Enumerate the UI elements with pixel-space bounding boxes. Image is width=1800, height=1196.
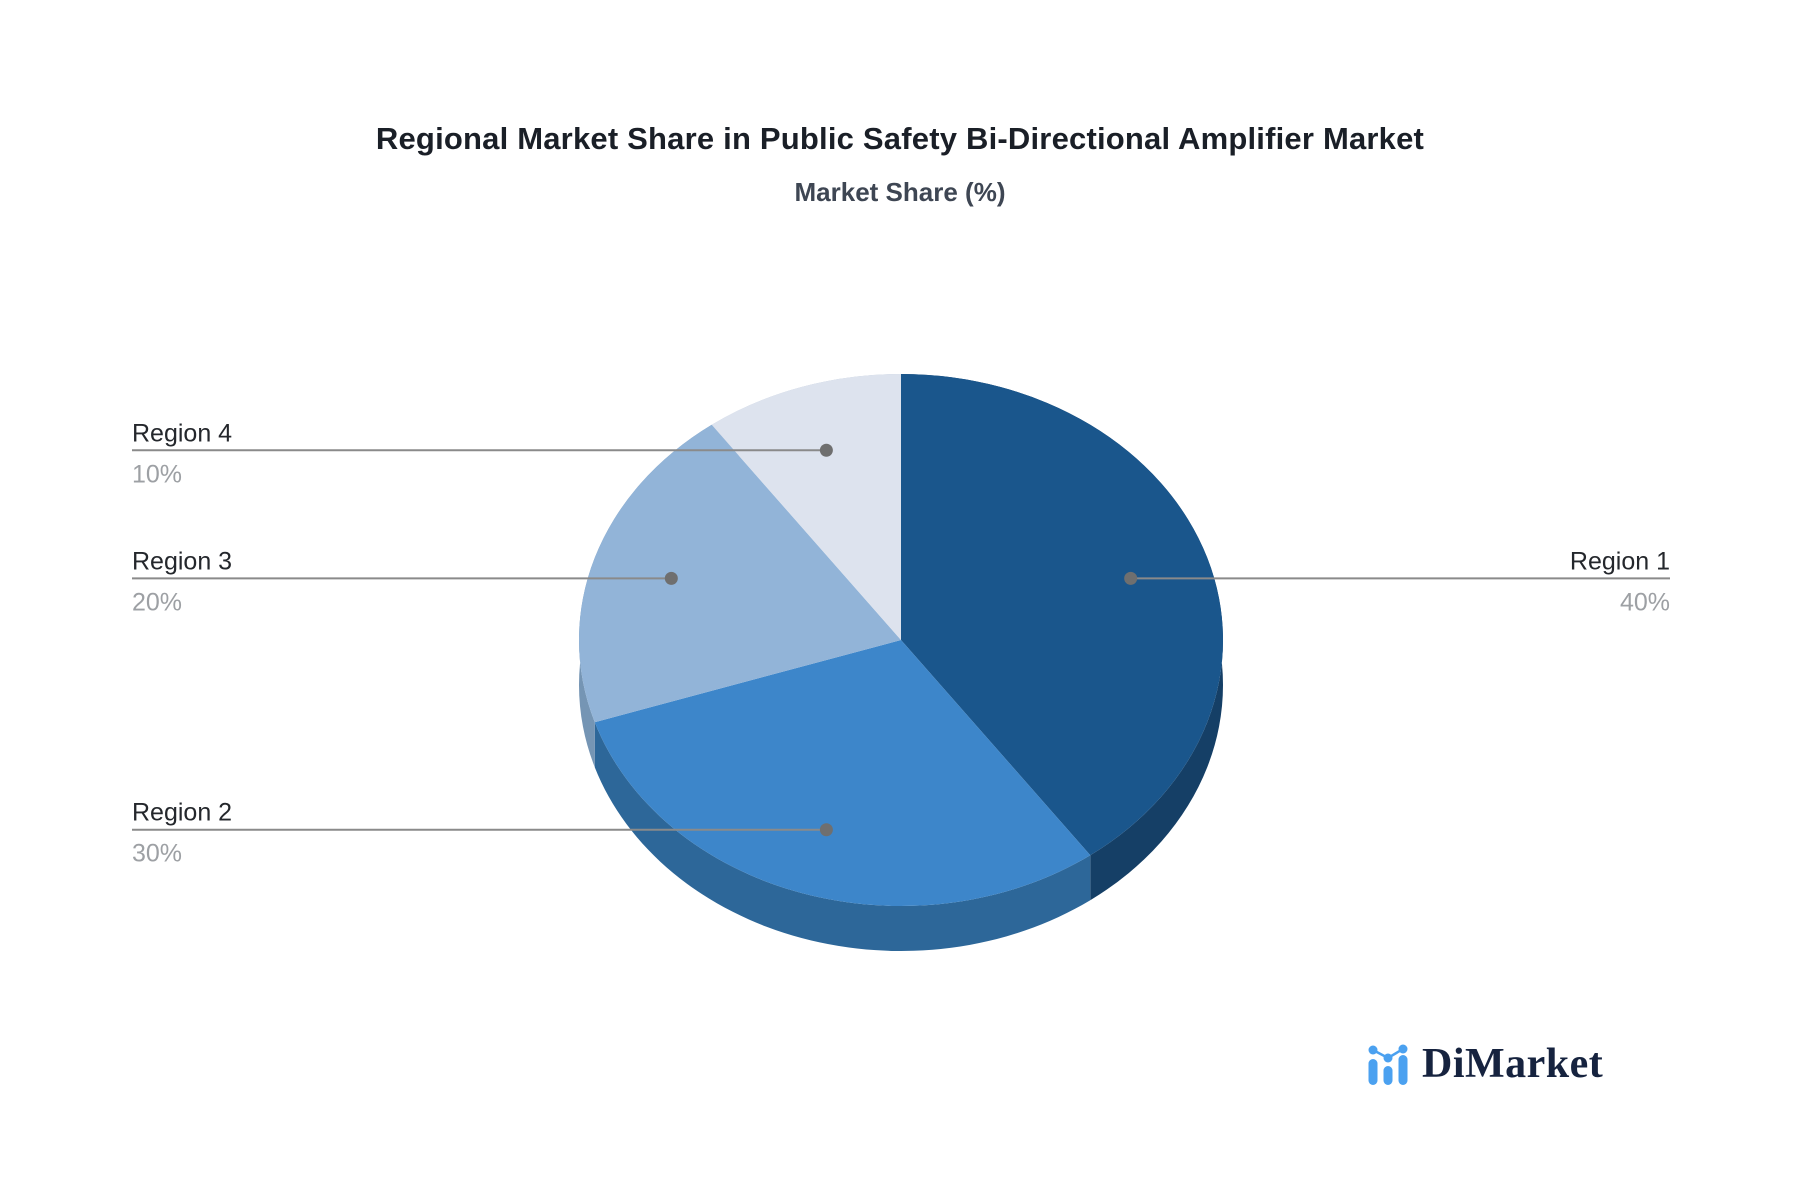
slice-percent: 10% bbox=[132, 460, 182, 488]
icon-dot bbox=[1383, 1053, 1393, 1063]
chart-subtitle: Market Share (%) bbox=[794, 177, 1006, 207]
slice-label: Region 2 bbox=[132, 799, 232, 827]
callout-region-4: Region 4 10% bbox=[132, 419, 833, 488]
icon-bar bbox=[1383, 1066, 1393, 1085]
pie-slice-region-1[interactable] bbox=[901, 374, 1223, 856]
slice-label: Region 3 bbox=[132, 547, 232, 575]
slice-percent: 40% bbox=[1620, 588, 1670, 616]
leader-dot bbox=[1124, 571, 1138, 585]
pie-depth-region-2 bbox=[594, 722, 1091, 951]
icon-dot bbox=[1368, 1045, 1378, 1055]
pie-slice-region-3[interactable] bbox=[579, 424, 901, 723]
slice-percent: 20% bbox=[132, 588, 182, 616]
slice-label: Region 4 bbox=[132, 419, 232, 447]
callout-region-3: Region 3 20% bbox=[132, 547, 678, 616]
icon-bar bbox=[1368, 1059, 1378, 1085]
pie-slices-layer bbox=[579, 374, 1223, 906]
callout-region-2: Region 2 30% bbox=[132, 799, 833, 868]
chart-title: Regional Market Share in Public Safety B… bbox=[375, 121, 1425, 156]
slice-percent: 30% bbox=[132, 840, 182, 868]
slice-label: Region 1 bbox=[1570, 547, 1670, 575]
leader-dot bbox=[819, 823, 833, 837]
pie-slice-region-4[interactable] bbox=[711, 374, 901, 640]
icon-bar bbox=[1398, 1055, 1408, 1085]
brand-logo: DiMarket bbox=[1368, 1040, 1603, 1088]
icon-dot bbox=[1398, 1044, 1408, 1054]
callout-region-1: Region 1 40% bbox=[1124, 547, 1670, 616]
pie-callout-labels-layer: Region 140%Region 230%Region 320%Region … bbox=[132, 419, 1670, 868]
brand-name: DiMarket bbox=[1422, 1041, 1604, 1087]
leader-dot bbox=[819, 443, 833, 457]
pie-slice-region-2[interactable] bbox=[594, 640, 1091, 906]
mini-bar-chart-icon bbox=[1368, 1044, 1408, 1085]
leader-dot bbox=[664, 571, 678, 585]
